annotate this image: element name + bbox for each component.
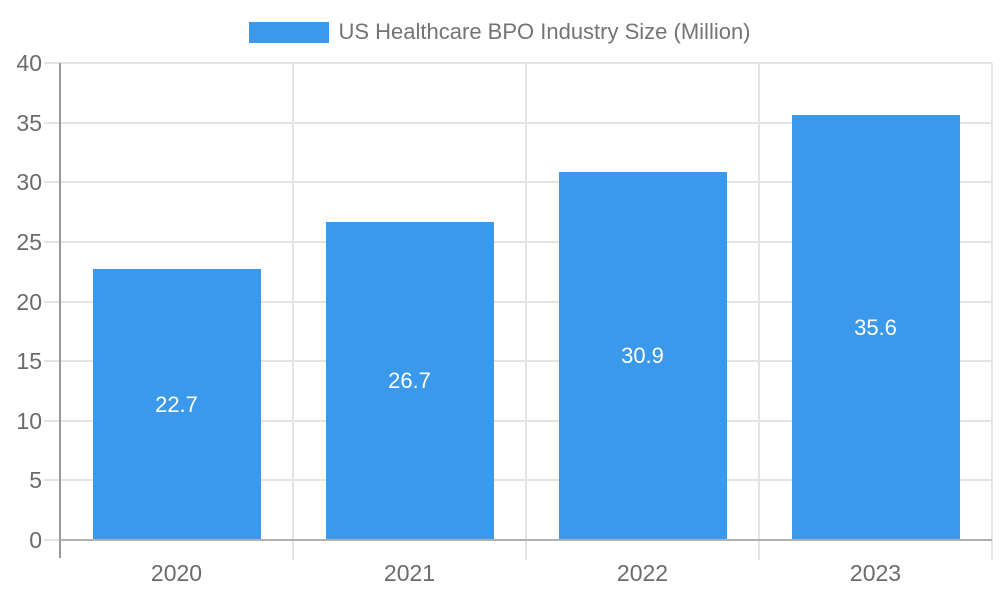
- x-axis-category-label: 2021: [383, 560, 436, 586]
- y-axis-tick-label: 35: [16, 109, 42, 136]
- y-axis-tick-label: 0: [29, 527, 42, 553]
- chart-legend[interactable]: US Healthcare BPO Industry Size (Million…: [0, 19, 1000, 44]
- x-gridline: [525, 63, 527, 540]
- bar-2023[interactable]: [791, 115, 960, 540]
- x-axis-tick: [991, 540, 993, 560]
- x-axis-line: [60, 539, 992, 541]
- x-gridline: [758, 63, 760, 540]
- y-axis-tick-label: 30: [16, 169, 42, 196]
- bar-2022[interactable]: [558, 171, 727, 540]
- legend-label: US Healthcare BPO Industry Size (Million…: [338, 19, 751, 44]
- y-axis-tick: [44, 62, 60, 64]
- legend-swatch-icon: [249, 21, 330, 43]
- x-axis-category-label: 2022: [616, 560, 669, 586]
- y-axis-tick: [44, 479, 60, 482]
- y-axis-tick: [44, 300, 60, 303]
- bar-2021[interactable]: [325, 221, 494, 540]
- y-axis-tick: [44, 539, 60, 541]
- x-axis-category-label: 2023: [849, 560, 902, 586]
- y-axis-tick: [44, 121, 60, 124]
- y-axis-tick-label: 10: [16, 407, 42, 434]
- x-axis-tick: [758, 540, 760, 560]
- bar-2020[interactable]: [92, 269, 261, 540]
- y-axis-tick: [44, 360, 60, 363]
- y-axis-tick: [44, 419, 60, 422]
- y-axis-tick-label: 5: [29, 467, 42, 494]
- x-gridline: [292, 63, 294, 540]
- y-axis-tick-label: 15: [16, 348, 42, 375]
- bar-value-label: 35.6: [854, 314, 897, 340]
- x-axis-tick: [292, 540, 294, 560]
- x-axis-tick: [525, 540, 527, 560]
- x-axis-category-label: 2020: [150, 560, 203, 586]
- y-axis-tick-label: 20: [16, 288, 42, 315]
- y-axis-tick: [44, 240, 60, 243]
- y-axis-tick-label: 40: [16, 50, 42, 76]
- x-gridline: [991, 63, 993, 540]
- bar-value-label: 26.7: [388, 367, 431, 393]
- y-axis-tick-label: 25: [16, 228, 42, 255]
- bar-value-label: 22.7: [155, 391, 198, 417]
- bar-value-label: 30.9: [621, 342, 664, 368]
- y-axis-tick: [44, 181, 60, 184]
- y-axis-line: [59, 63, 61, 558]
